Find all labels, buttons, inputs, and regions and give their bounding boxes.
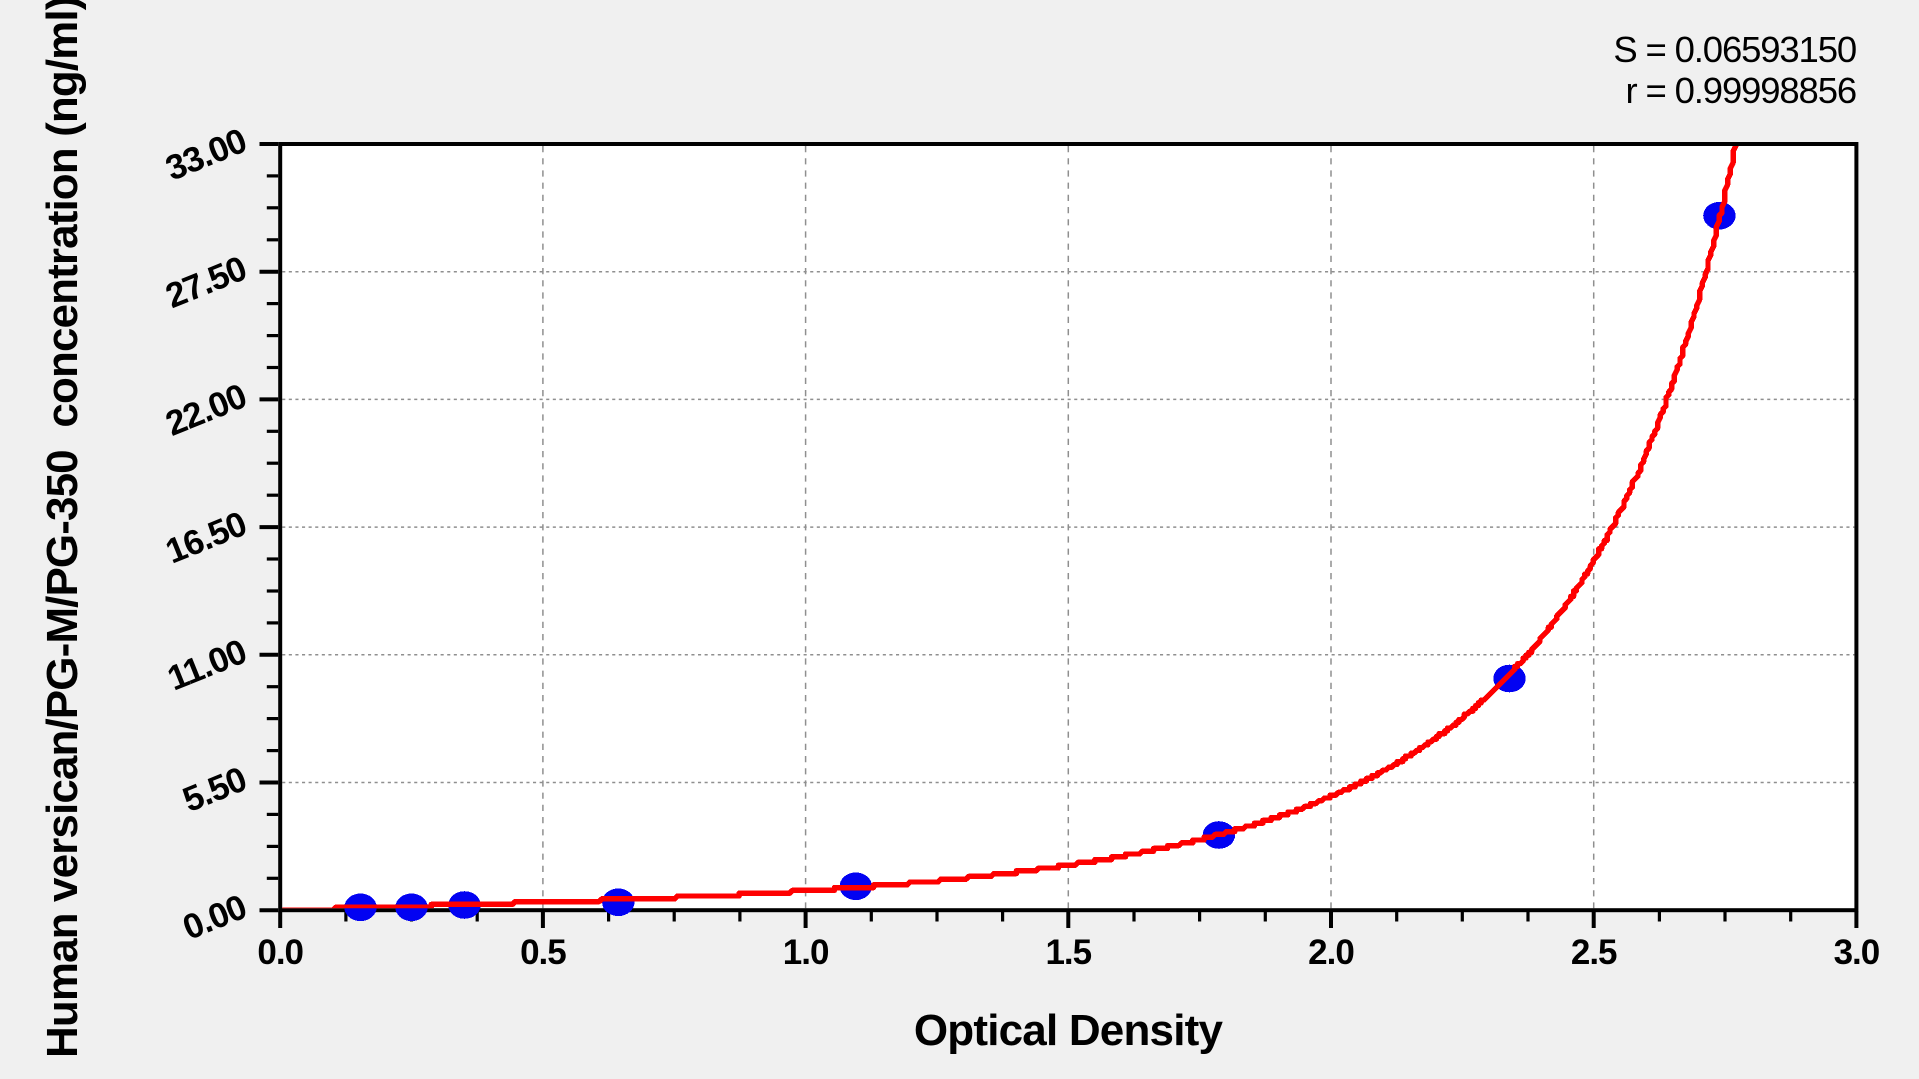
svg-text:Human versican/PG-M/PG-350 co: Human versican/PG-M/PG-350 concentration…: [38, 0, 87, 1058]
svg-text:1.0: 1.0: [783, 933, 829, 972]
svg-text:1.5: 1.5: [1045, 933, 1091, 972]
svg-text:27.50: 27.50: [160, 249, 252, 316]
svg-text:5.50: 5.50: [177, 760, 252, 820]
svg-text:11.00: 11.00: [162, 632, 252, 699]
svg-text:0.0: 0.0: [257, 933, 303, 972]
svg-text:Optical Density: Optical Density: [914, 1006, 1224, 1055]
svg-text:0.00: 0.00: [177, 887, 252, 947]
svg-text:S = 0.06593150: S = 0.06593150: [1613, 29, 1856, 70]
svg-text:0.5: 0.5: [520, 933, 566, 972]
svg-text:3.0: 3.0: [1834, 933, 1880, 972]
svg-text:r = 0.99998856: r = 0.99998856: [1626, 70, 1857, 111]
svg-text:2.0: 2.0: [1308, 933, 1354, 972]
svg-text:16.50: 16.50: [160, 504, 252, 571]
svg-text:22.00: 22.00: [160, 376, 252, 443]
svg-text:2.5: 2.5: [1571, 933, 1617, 972]
svg-text:33.00: 33.00: [160, 121, 252, 188]
